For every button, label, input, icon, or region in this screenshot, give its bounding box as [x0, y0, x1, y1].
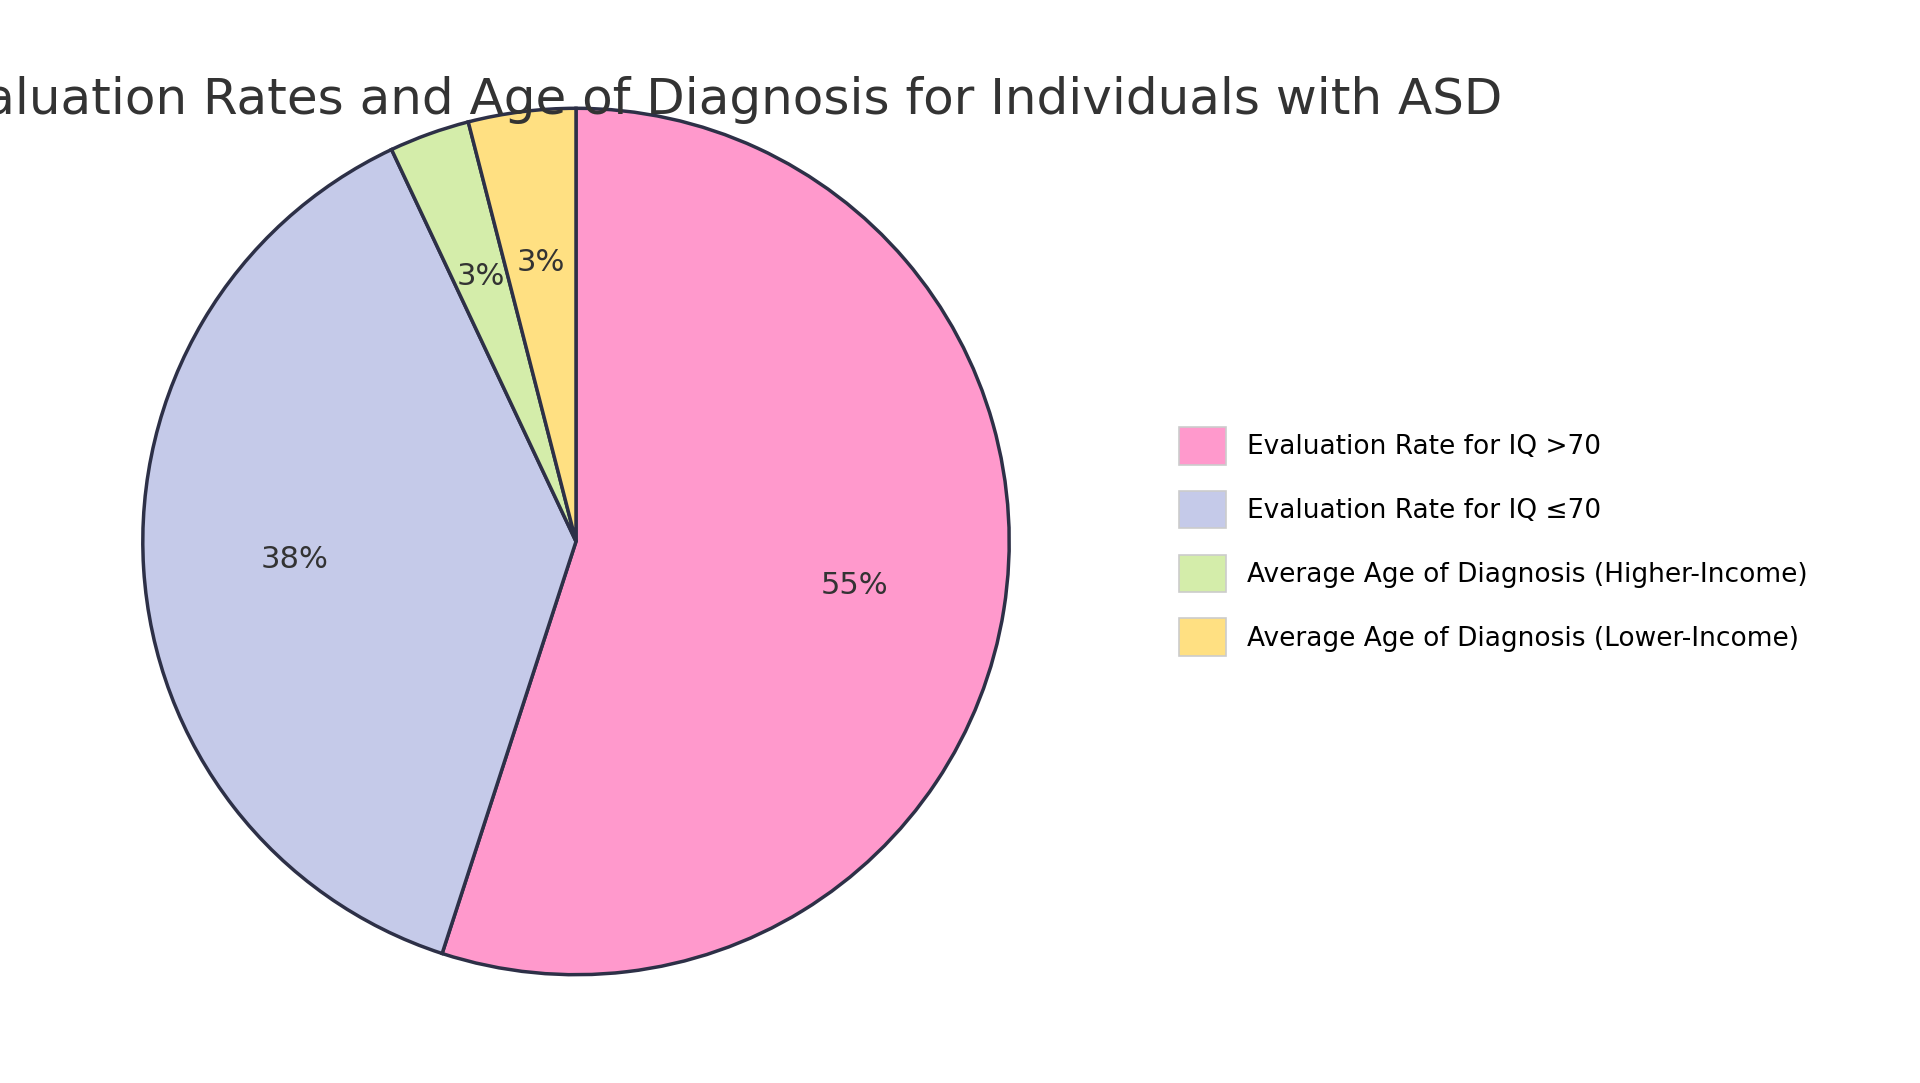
Text: 3%: 3% — [457, 262, 505, 291]
Wedge shape — [392, 122, 576, 542]
Text: Evaluation Rates and Age of Diagnosis for Individuals with ASD: Evaluation Rates and Age of Diagnosis fo… — [0, 76, 1503, 123]
Wedge shape — [442, 108, 1010, 975]
Wedge shape — [142, 149, 576, 953]
Text: 38%: 38% — [261, 545, 328, 574]
Text: 55%: 55% — [820, 571, 887, 600]
Legend: Evaluation Rate for IQ >70, Evaluation Rate for IQ ≤70, Average Age of Diagnosis: Evaluation Rate for IQ >70, Evaluation R… — [1152, 401, 1834, 682]
Wedge shape — [468, 108, 576, 542]
Text: 3%: 3% — [516, 248, 564, 276]
